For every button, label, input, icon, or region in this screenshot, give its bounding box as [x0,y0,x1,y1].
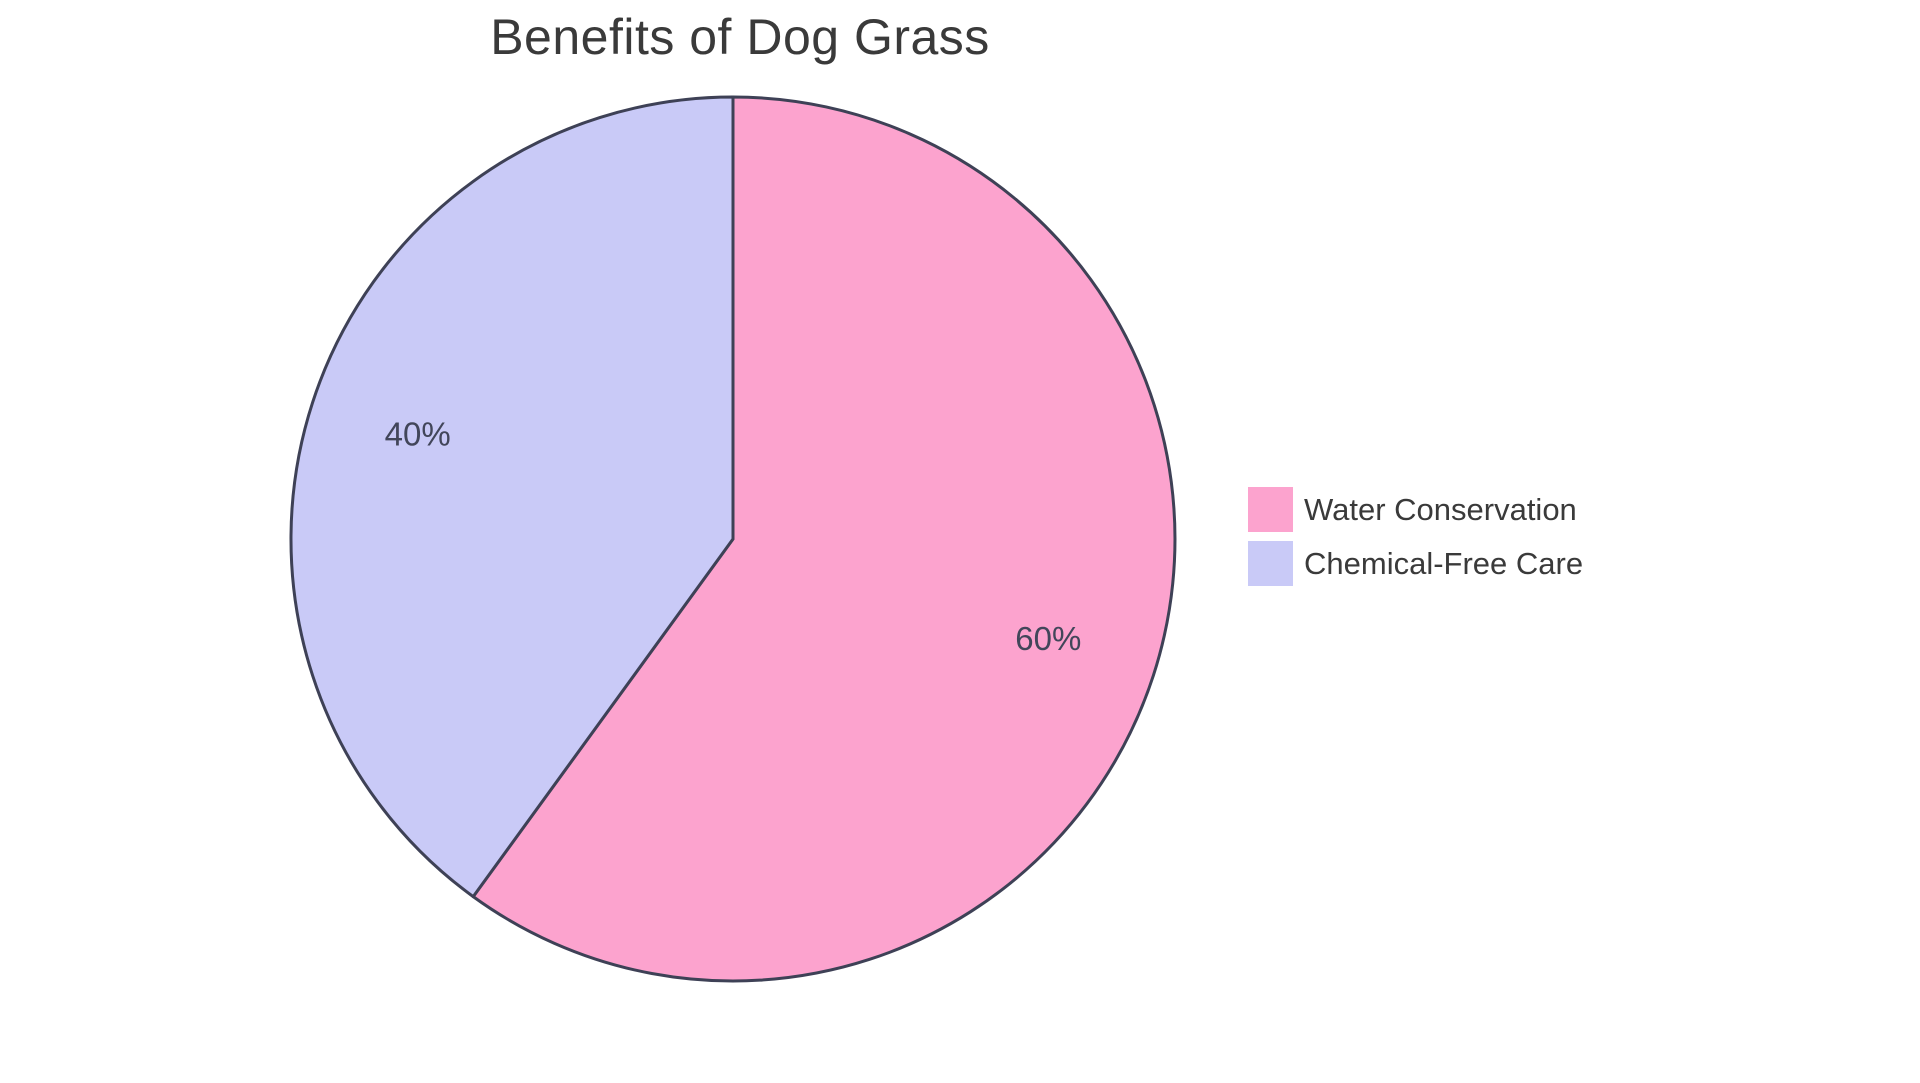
chart-title: Benefits of Dog Grass [490,9,990,65]
legend-item-water-conservation: Water Conservation [1248,487,1583,532]
pie-slice-0 [471,95,1177,983]
pie-slice-1 [289,95,735,899]
slice-percent-label-0: 60% [1015,620,1081,657]
legend: Water Conservation Chemical-Free Care [1248,487,1583,586]
legend-swatch-water-conservation [1248,487,1293,532]
legend-item-chemical-free-care: Chemical-Free Care [1248,541,1583,586]
legend-swatch-chemical-free-care [1248,541,1293,586]
legend-label-chemical-free-care: Chemical-Free Care [1304,545,1584,581]
legend-label-water-conservation: Water Conservation [1304,491,1577,527]
slice-percent-label-1: 40% [385,415,451,452]
